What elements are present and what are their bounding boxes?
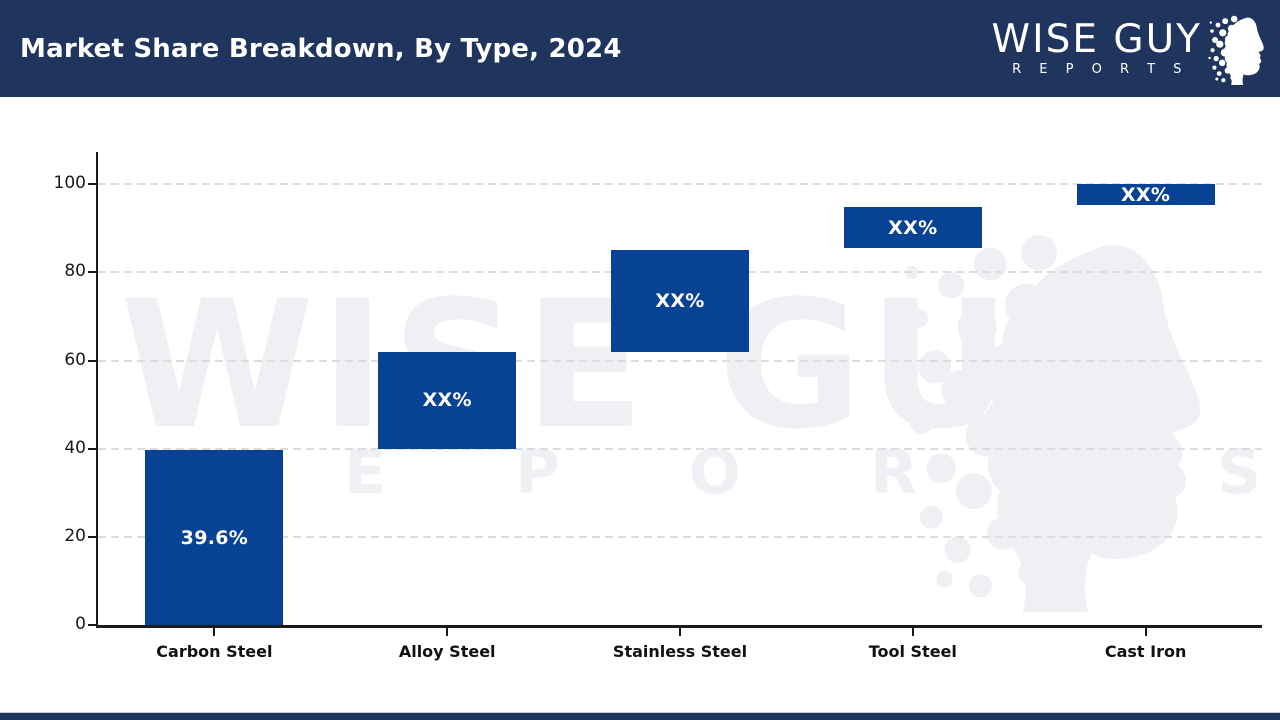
- footer-divider: [0, 712, 1280, 713]
- bar-value-label: XX%: [655, 289, 705, 312]
- gridline: [98, 183, 1262, 186]
- x-tick-mark: [1144, 628, 1147, 636]
- x-tick-mark: [679, 628, 681, 636]
- y-tick-mark: [88, 535, 96, 538]
- bar-value-label: XX%: [422, 389, 472, 412]
- gridline: [98, 535, 1262, 538]
- logo-wordmark-line2: R E P O R T S: [1012, 62, 1189, 77]
- header-bar: Market Share Breakdown, By Type, 2024 WI…: [0, 0, 1280, 97]
- y-tick-label: 60: [64, 349, 86, 370]
- bar: XX%: [843, 207, 982, 249]
- bar-value-label: XX%: [1120, 183, 1171, 206]
- y-tick-label: 20: [64, 525, 86, 546]
- footer-bar: [0, 713, 1280, 720]
- y-tick-mark: [88, 447, 96, 450]
- x-axis-category-label: Cast Iron: [1104, 642, 1187, 661]
- gridline: [98, 359, 1262, 362]
- bar: XX%: [611, 249, 749, 352]
- logo-wordmark: WISE GUY R E P O R T S: [992, 20, 1202, 77]
- bar: 39.6%: [145, 450, 284, 625]
- x-axis-category-label: Carbon Steel: [156, 642, 273, 661]
- x-axis-category-label: Alloy Steel: [398, 642, 496, 661]
- gridline: [98, 447, 1262, 450]
- y-tick-label: 80: [64, 261, 86, 282]
- y-tick-label: 40: [64, 437, 86, 458]
- wiseguy-logo: WISE GUY R E P O R T S: [992, 8, 1280, 90]
- y-tick-label: 0: [75, 614, 86, 634]
- logo-wordmark-line1: WISE GUY: [991, 17, 1202, 62]
- y-tick-mark: [88, 624, 96, 626]
- page-title: Market Share Breakdown, By Type, 2024: [20, 33, 622, 64]
- y-tick-mark: [88, 183, 96, 186]
- bar-value-label: 39.6%: [180, 526, 249, 549]
- y-tick-mark: [88, 271, 96, 274]
- x-axis-category-label: Stainless Steel: [612, 642, 748, 661]
- plot-area: 0 20 40 60 80 100 39.6% Carbon Steel XX% Alloy St…: [54, 152, 1262, 661]
- bar: XX%: [1076, 183, 1215, 206]
- x-tick-mark: [446, 628, 449, 636]
- bar-value-label: XX%: [888, 216, 938, 239]
- bar: XX%: [378, 351, 517, 449]
- wiseguy-head-icon: [1208, 15, 1264, 85]
- x-tick-mark: [911, 628, 914, 636]
- y-tick-mark: [88, 359, 96, 362]
- y-tick-label: 100: [53, 173, 86, 194]
- x-tick-mark: [213, 628, 216, 636]
- x-axis-category-label: Tool Steel: [868, 642, 957, 661]
